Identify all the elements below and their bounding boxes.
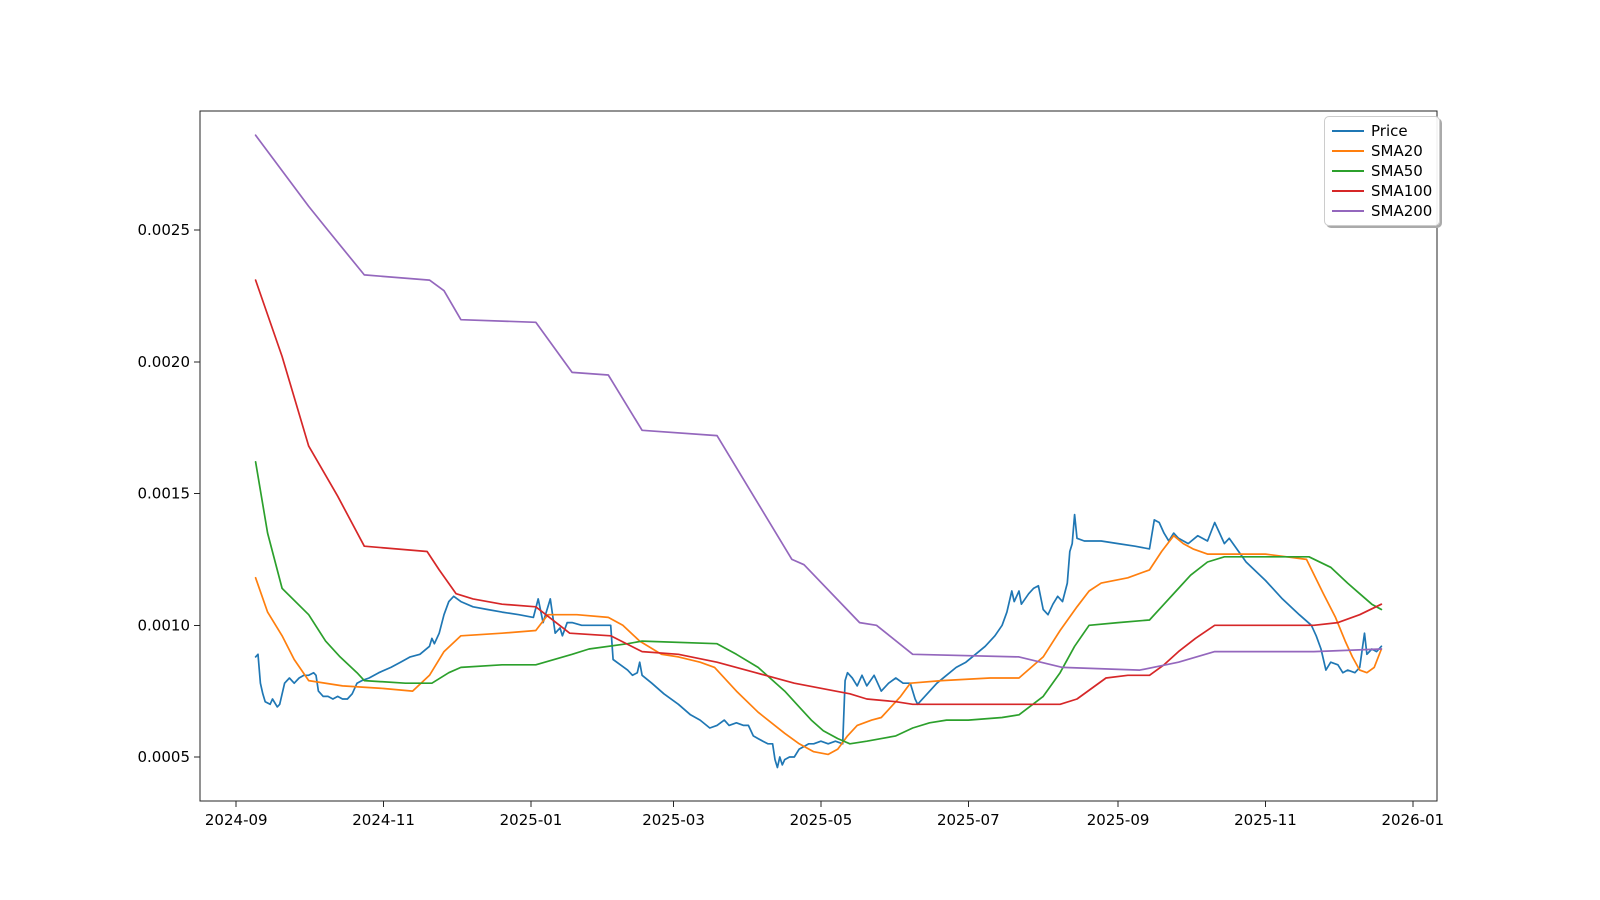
legend-line-sample xyxy=(1332,210,1364,212)
legend-item-sma50: SMA50 xyxy=(1332,161,1432,181)
y-tick-label: 0.0005 xyxy=(138,748,191,766)
y-tick-label: 0.0015 xyxy=(138,485,191,503)
x-tick-label: 2025-01 xyxy=(500,811,563,829)
sma50-line xyxy=(254,461,1383,745)
legend-item-sma20: SMA20 xyxy=(1332,141,1432,161)
legend-item-price: Price xyxy=(1332,121,1432,141)
x-tick-label: 2025-09 xyxy=(1087,811,1150,829)
legend-item-sma200: SMA200 xyxy=(1332,201,1432,221)
price-line xyxy=(254,513,1383,769)
legend-line-sample xyxy=(1332,170,1364,172)
y-tick-label: 0.0020 xyxy=(138,353,191,371)
x-tick-label: 2025-07 xyxy=(937,811,1000,829)
x-tick-label: 2024-11 xyxy=(352,811,415,829)
legend-line-sample xyxy=(1332,130,1364,132)
sma200-line xyxy=(254,134,1383,671)
x-tick-label: 2025-11 xyxy=(1234,811,1297,829)
legend: Price SMA20 SMA50 SMA100 SMA200 xyxy=(1324,116,1441,226)
x-tick-label: 2024-09 xyxy=(205,811,268,829)
legend-label: SMA200 xyxy=(1371,202,1433,220)
legend-label: Price xyxy=(1371,122,1408,140)
legend-label: SMA20 xyxy=(1371,142,1423,160)
y-tick-label: 0.0010 xyxy=(138,616,191,634)
y-tick-label: 0.0025 xyxy=(138,221,191,239)
legend-line-sample xyxy=(1332,150,1364,152)
x-tick-label: 2026-01 xyxy=(1381,811,1444,829)
sma100-line xyxy=(254,279,1383,706)
legend-item-sma100: SMA100 xyxy=(1332,181,1432,201)
legend-label: SMA100 xyxy=(1371,182,1433,200)
x-tick-label: 2025-03 xyxy=(642,811,705,829)
legend-label: SMA50 xyxy=(1371,162,1423,180)
x-tick-label: 2025-05 xyxy=(790,811,853,829)
legend-line-sample xyxy=(1332,190,1364,192)
plot-border xyxy=(199,110,1438,802)
sma20-line xyxy=(254,534,1383,756)
